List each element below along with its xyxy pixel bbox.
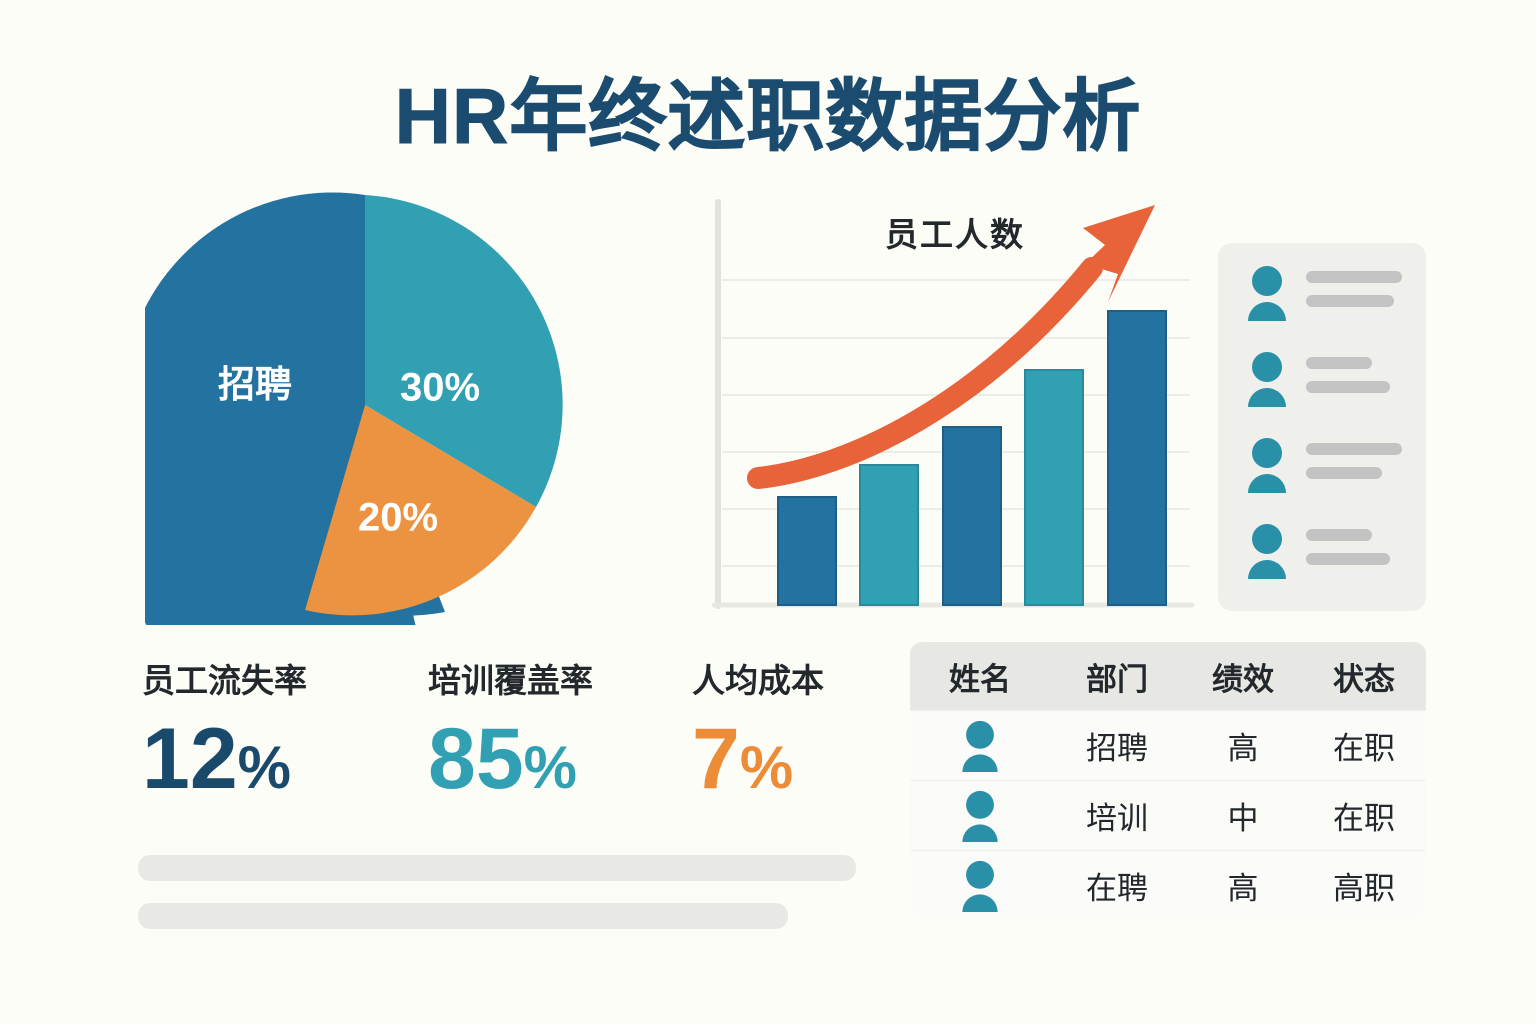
kpi-attrition-value: 12% <box>142 716 307 802</box>
table-cell-status: 在职 <box>1333 801 1395 836</box>
page-title: HR年终述职数据分析 <box>394 72 1142 161</box>
pie-slice-training <box>365 195 563 507</box>
pie-label-other: 20% <box>358 496 438 540</box>
table-cell-perf: 高 <box>1227 731 1259 766</box>
kpi-attrition-number: 12 <box>142 711 238 807</box>
placeholder-line <box>1306 381 1390 393</box>
table-cell-avatar <box>910 860 1050 912</box>
kpi-cost-value: 7% <box>692 716 824 802</box>
trend-arrow-line <box>747 257 1103 489</box>
table-cell-dept: 招聘 <box>1086 731 1148 766</box>
kpi-training-label: 培训覆盖率 <box>428 662 593 699</box>
bar-1 <box>777 496 837 606</box>
table-row[interactable]: 在聘 高 高职 <box>910 850 1426 920</box>
table-cell-perf: 中 <box>1227 801 1259 836</box>
placeholder-line <box>1306 529 1372 541</box>
placeholder-line <box>1306 553 1390 565</box>
table-row[interactable]: 招聘 高 在职 <box>910 710 1426 780</box>
kpi-attrition: 员工流失率 12% <box>142 654 307 802</box>
table-cell-dept: 培训 <box>1086 801 1148 836</box>
bar-4 <box>1024 369 1084 606</box>
pie-chart-svg: 招聘 30% 20% <box>145 192 563 625</box>
bar-chart-svg <box>711 199 1195 609</box>
placeholder-line <box>1306 467 1382 479</box>
kpi-cost: 人均成本 7% <box>692 654 824 802</box>
bar-5 <box>1107 310 1167 606</box>
kpi-cost-label: 人均成本 <box>692 662 824 699</box>
pie-slice-other <box>305 405 536 616</box>
bar-chart-title: 员工人数 <box>885 216 1025 253</box>
employee-list-card <box>1218 243 1426 611</box>
table-header-dept: 部门 <box>1086 661 1148 697</box>
pie-label-recruit: 招聘 <box>218 364 292 405</box>
list-item <box>1246 519 1406 593</box>
placeholder-line <box>1306 271 1402 283</box>
kpi-attrition-unit: % <box>237 734 292 801</box>
bar-3 <box>942 426 1002 606</box>
table-cell-dept: 在聘 <box>1086 871 1148 906</box>
table-cell-perf: 高 <box>1227 871 1259 906</box>
person-icon <box>1248 524 1286 579</box>
table-row[interactable]: 培训 中 在职 <box>910 780 1426 850</box>
employee-table: 姓名 部门 绩效 状态 招聘 高 在职 培训 <box>910 642 1426 922</box>
table-cell-status: 在职 <box>1333 731 1395 766</box>
list-item <box>1246 261 1406 335</box>
person-icon <box>962 860 998 912</box>
placeholder-line <box>1306 443 1402 455</box>
kpi-training: 培训覆盖率 85% <box>428 654 593 802</box>
person-icon <box>1248 352 1286 407</box>
person-icon <box>1248 438 1286 493</box>
pie-chart: 招聘 30% 20% <box>145 185 585 625</box>
person-icon <box>962 790 998 842</box>
table-header-row: 姓名 部门 绩效 状态 <box>910 642 1426 710</box>
placeholder-line <box>1306 295 1394 307</box>
kpi-cost-unit: % <box>739 734 794 801</box>
bar-chart <box>700 190 1200 620</box>
table-header-name: 姓名 <box>949 661 1011 697</box>
table-header-status: 状态 <box>1333 661 1395 697</box>
kpi-cost-number: 7 <box>692 711 740 807</box>
kpi-training-unit: % <box>523 734 578 801</box>
bar-2 <box>859 464 919 606</box>
table-cell-status: 高职 <box>1333 871 1395 906</box>
placeholder-line <box>1306 357 1372 369</box>
placeholder-bar-1 <box>138 855 856 881</box>
pie-slice-recruit-main <box>145 194 365 610</box>
placeholder-bar-2 <box>138 903 788 929</box>
list-item <box>1246 347 1406 421</box>
trend-arrow-head <box>1083 205 1155 302</box>
person-icon <box>962 720 998 772</box>
table-cell-avatar <box>910 720 1050 772</box>
kpi-attrition-label: 员工流失率 <box>142 662 307 699</box>
kpi-training-value: 85% <box>428 716 593 802</box>
list-item <box>1246 433 1406 507</box>
person-icon <box>1248 266 1286 321</box>
table-cell-avatar <box>910 790 1050 842</box>
pie-label-training: 30% <box>400 366 480 410</box>
kpi-training-number: 85 <box>428 711 524 807</box>
table-header-perf: 绩效 <box>1212 661 1274 697</box>
